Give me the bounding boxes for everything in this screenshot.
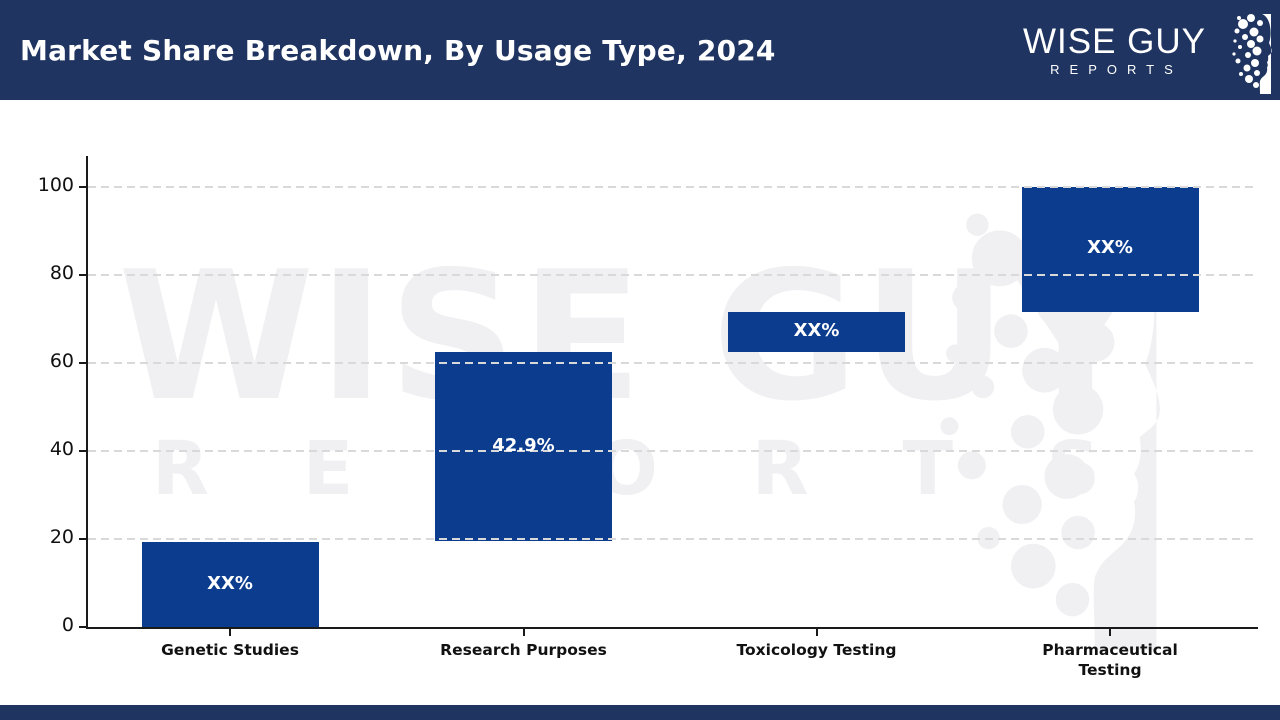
x-category-label-line: Research Purposes: [440, 641, 607, 659]
y-tick-label-40: 40: [49, 438, 74, 460]
bar-value-label-2: 42.9%: [492, 434, 555, 456]
x-category-label-4: Pharmaceutical Testing: [1000, 640, 1220, 680]
x-category-label-line: Toxicology Testing: [736, 641, 897, 659]
bar-value-label-1: XX%: [207, 572, 253, 594]
gridline-20: [88, 538, 1256, 540]
gridline-100: [88, 186, 1256, 188]
logo-reports-label: REPORTS: [1050, 62, 1183, 77]
chart-title: Market Share Breakdown, By Usage Type, 2…: [20, 33, 776, 67]
y-tick-label-80: 80: [49, 262, 74, 284]
x-tick-4: [1109, 629, 1111, 636]
x-tick-3: [815, 629, 818, 636]
y-tick-label-100: 100: [37, 174, 74, 196]
gridline-40: [88, 450, 1256, 452]
logo-head-icon: [1232, 14, 1272, 94]
x-category-label-3: Toxicology Testing: [707, 640, 927, 660]
x-category-label-line: Testing: [1078, 661, 1142, 680]
logo-wiseguy-label: WISE GUY: [1022, 22, 1206, 61]
y-tick-20: [79, 538, 86, 540]
header-bar: Market Share Breakdown, By Usage Type, 2…: [0, 0, 1280, 100]
x-category-label-line: Pharmaceutical: [1042, 641, 1178, 659]
x-category-label-line: Genetic Studies: [161, 641, 299, 659]
gridline-80: [88, 274, 1256, 276]
y-tick-0: [79, 626, 86, 628]
bar-value-label-4: XX%: [1087, 237, 1133, 259]
y-tick-label-20: 20: [49, 526, 74, 548]
bar-1: [141, 542, 319, 627]
x-tick-1: [229, 629, 231, 636]
x-tick-2: [522, 629, 525, 636]
x-category-label-1: Genetic Studies: [120, 640, 340, 660]
bar-2: [435, 352, 612, 542]
y-tick-80: [79, 274, 86, 276]
x-category-label-2: Research Purposes: [414, 640, 634, 660]
wise-guy-reports-logo: WISE GUY REPORTS: [1018, 8, 1272, 94]
y-tick-label-60: 60: [49, 350, 74, 372]
bar-3: [728, 311, 905, 353]
bar-value-label-3: XX%: [793, 320, 840, 342]
y-axis-line: [86, 156, 88, 627]
y-tick-40: [79, 450, 86, 452]
x-axis-line: [86, 627, 1258, 629]
footer-bar: [0, 705, 1280, 720]
logo-text: WISE GUY REPORTS: [1023, 24, 1206, 77]
y-tick-60: [79, 362, 86, 364]
gridline-60: [88, 362, 1256, 364]
y-tick-label-0: 0: [61, 614, 74, 636]
y-tick-100: [79, 186, 86, 188]
